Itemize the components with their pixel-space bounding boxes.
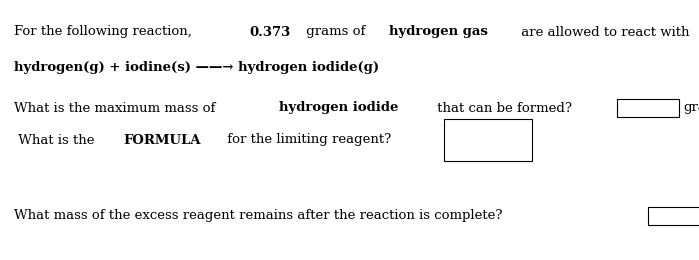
Bar	[617, 99, 679, 117]
Text: hydrogen(g) + iodine(s) ——→ hydrogen iodide(g): hydrogen(g) + iodine(s) ——→ hydrogen iod…	[14, 62, 379, 75]
Text: What is the maximum mass of: What is the maximum mass of	[14, 101, 219, 114]
Text: grams: grams	[684, 101, 699, 114]
Text: that can be formed?: that can be formed?	[433, 101, 572, 114]
Text: For the following reaction,: For the following reaction,	[14, 25, 196, 38]
Text: What mass of the excess reagent remains after the reaction is complete?: What mass of the excess reagent remains …	[14, 210, 503, 223]
Bar	[445, 119, 533, 161]
Text: FORMULA: FORMULA	[123, 133, 201, 146]
Text: What is the: What is the	[14, 133, 99, 146]
Text: 0.373: 0.373	[249, 25, 290, 38]
Text: for the limiting reagent?: for the limiting reagent?	[224, 133, 391, 146]
Text: grams of: grams of	[302, 25, 370, 38]
Text: hydrogen gas: hydrogen gas	[389, 25, 489, 38]
Bar	[649, 207, 699, 225]
Text: are allowed to react with: are allowed to react with	[517, 25, 694, 38]
Text: hydrogen iodide: hydrogen iodide	[280, 101, 398, 114]
